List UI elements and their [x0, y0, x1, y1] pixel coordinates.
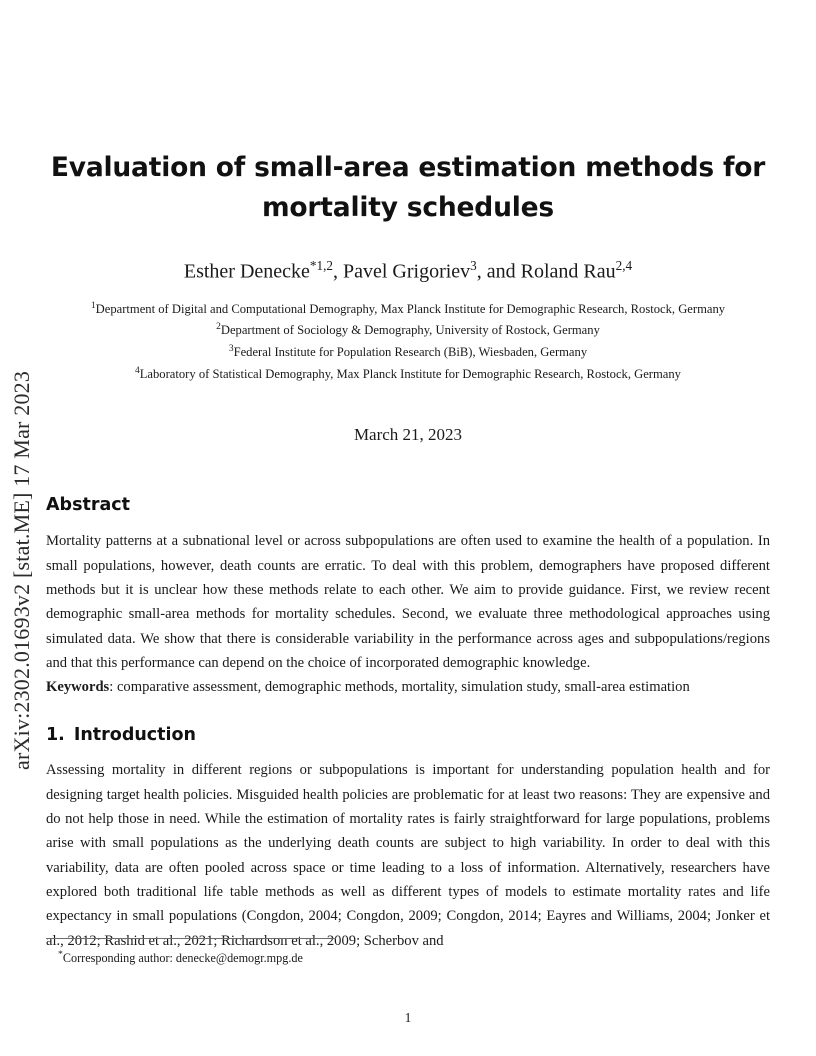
affiliation-text: Laboratory of Statistical Demography, Ma…: [139, 366, 681, 381]
abstract-heading: Abstract: [46, 495, 131, 516]
author-list: Esther Denecke*1,2, Pavel Grigoriev3, an…: [46, 228, 770, 284]
page-title: Evaluation of small-area estimation meth…: [46, 0, 770, 228]
page-title-line-1: Evaluation of small-area estimation meth…: [50, 152, 766, 183]
introduction-heading: 1. Introduction: [46, 699, 770, 745]
footnote-text-content: Corresponding author: denecke@demogr.mpg…: [62, 951, 303, 966]
paper-page-content: Evaluation of small-area estimation meth…: [46, 0, 770, 1056]
arxiv-identifier-stamp: arXiv:2302.01693v2 [stat.ME] 17 Mar 2023: [0, 0, 44, 1056]
affiliation-item: 1Department of Digital and Computational…: [46, 297, 770, 319]
keywords-line: Keywords: comparative assessment, demogr…: [46, 675, 770, 699]
keywords-value: : comparative assessment, demographic me…: [109, 679, 690, 696]
introduction-heading-label: Introduction: [73, 725, 197, 746]
author-name-2: Pavel Grigoriev: [342, 260, 471, 283]
page-title-line-2: mortality schedules: [262, 192, 554, 223]
keywords-label: Keywords: [46, 679, 110, 696]
affiliation-list: 1Department of Digital and Computational…: [46, 284, 770, 384]
author-affiliation-marker-1: *1,2: [309, 258, 333, 273]
introduction-body: Assessing mortality in different regions…: [46, 762, 770, 949]
affiliation-item: 4Laboratory of Statistical Demography, M…: [46, 362, 770, 384]
author-affiliation-marker-2: 3: [470, 258, 477, 273]
affiliation-marker: 1: [90, 300, 96, 311]
affiliation-item: 2Department of Sociology & Demography, U…: [46, 318, 770, 340]
abstract-body: Mortality patterns at a subnational leve…: [46, 533, 770, 671]
corresponding-author-footnote: *Corresponding author: denecke@demogr.mp…: [46, 946, 770, 967]
author-separator-1: ,: [332, 260, 343, 283]
introduction-section-number: 1.: [46, 725, 65, 746]
footnote-marker: *: [58, 949, 63, 960]
affiliation-marker: 3: [228, 344, 234, 355]
author-name-3: Roland Rau: [520, 260, 616, 283]
affiliation-text: Federal Institute for Population Researc…: [233, 345, 588, 360]
author-separator-2: , and: [476, 260, 521, 283]
arxiv-stamp-text: arXiv:2302.01693v2 [stat.ME] 17 Mar 2023: [9, 370, 34, 770]
affiliation-marker: 4: [135, 365, 140, 376]
affiliation-text: Department of Digital and Computational …: [95, 301, 726, 316]
footnote-area: *Corresponding author: denecke@demogr.mp…: [46, 938, 770, 967]
footnote-separator-rule: [46, 938, 336, 939]
publication-date: March 21, 2023: [353, 425, 463, 445]
page-number: 1: [404, 1010, 412, 1025]
author-name-1: Esther Denecke: [183, 260, 310, 283]
author-affiliation-marker-3: 2,4: [615, 258, 633, 273]
affiliation-text: Department of Sociology & Demography, Un…: [220, 323, 600, 338]
affiliation-item: 3Federal Institute for Population Resear…: [46, 340, 770, 362]
affiliation-marker: 2: [216, 322, 221, 333]
